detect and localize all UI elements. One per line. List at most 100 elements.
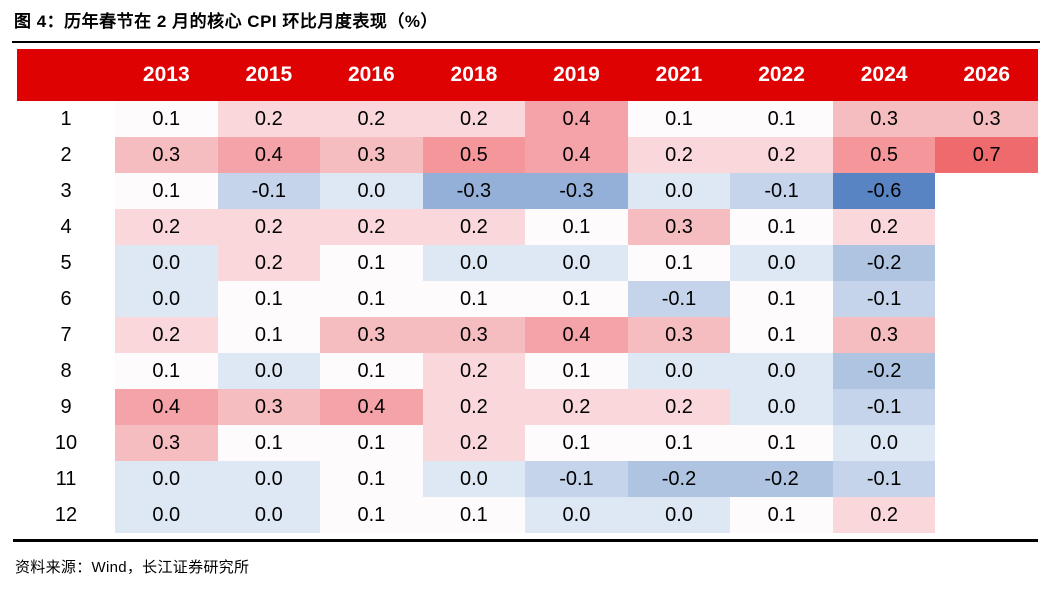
value-cell: 0.2 [627,389,731,425]
year-header: 2026 [935,49,1038,101]
heatmap-table-wrap: 2013 2015 2016 2018 2019 2021 2022 2024 2026 1 0.… [17,49,1038,533]
value-cell: 0.2 [422,425,526,461]
value-cell: 0.0 [525,245,628,281]
value-cell: 0.1 [217,317,321,353]
value-cell [935,173,1038,209]
value-cell: 0.1 [217,281,321,317]
value-cell: 0.2 [320,209,423,245]
month-label: 1 [17,101,115,137]
value-cell: 0.1 [320,245,423,281]
table-row: 7 0.2 0.1 0.3 0.3 0.4 0.3 0.1 0.3 [17,317,1038,353]
table-row: 6 0.0 0.1 0.1 0.1 0.1 -0.1 0.1 -0.1 [17,281,1038,317]
value-cell: 0.2 [832,497,936,533]
value-cell: 0.2 [832,209,936,245]
value-cell: 0.2 [217,209,321,245]
value-cell: -0.1 [832,461,936,497]
value-cell: 0.3 [115,137,218,173]
value-cell: 0.3 [422,317,526,353]
value-cell: 0.0 [217,497,321,533]
value-cell [935,353,1038,389]
value-cell: 0.0 [422,461,526,497]
value-cell: 0.2 [217,101,321,137]
value-cell: -0.2 [627,461,731,497]
value-cell: -0.2 [832,245,936,281]
value-cell: 0.1 [320,281,423,317]
value-cell: 0.4 [525,317,628,353]
value-cell: 0.0 [115,461,218,497]
value-cell: -0.2 [832,353,936,389]
month-label: 7 [17,317,115,353]
value-cell [935,281,1038,317]
value-cell: 0.1 [320,461,423,497]
month-label: 9 [17,389,115,425]
value-cell: 0.1 [115,173,218,209]
value-cell: 0.1 [730,101,833,137]
value-cell: 0.1 [115,101,218,137]
value-cell: 0.2 [217,245,321,281]
value-cell: 0.2 [422,389,526,425]
year-header: 2013 [115,49,218,101]
value-cell: 0.2 [422,101,526,137]
value-cell: 0.4 [525,101,628,137]
year-header: 2015 [217,49,321,101]
value-cell: 0.2 [422,209,526,245]
value-cell: 0.1 [525,425,628,461]
value-cell: 0.0 [627,497,731,533]
table-row: 2 0.3 0.4 0.3 0.5 0.4 0.2 0.2 0.5 0.7 [17,137,1038,173]
table-body: 1 0.1 0.2 0.2 0.2 0.4 0.1 0.1 0.3 0.3 2 0.3 0.4 0.3 0.… [17,101,1038,533]
table-row: 11 0.0 0.0 0.1 0.0 -0.1 -0.2 -0.2 -0.1 [17,461,1038,497]
value-cell: 0.3 [627,209,731,245]
year-header: 2018 [422,49,526,101]
value-cell: -0.1 [730,173,833,209]
value-cell: 0.1 [525,281,628,317]
value-cell: 0.0 [217,461,321,497]
value-cell: 0.1 [320,425,423,461]
table-row: 1 0.1 0.2 0.2 0.2 0.4 0.1 0.1 0.3 0.3 [17,101,1038,137]
value-cell: 0.7 [935,137,1038,173]
value-cell: -0.1 [832,281,936,317]
value-cell: 0.0 [730,389,833,425]
table-row: 9 0.4 0.3 0.4 0.2 0.2 0.2 0.0 -0.1 [17,389,1038,425]
value-cell: 0.0 [217,353,321,389]
value-cell: 0.2 [525,389,628,425]
value-cell: -0.1 [832,389,936,425]
value-cell [935,317,1038,353]
cpi-heatmap-table: 2013 2015 2016 2018 2019 2021 2022 2024 2026 1 0.… [17,49,1038,533]
value-cell: 0.4 [525,137,628,173]
year-header: 2024 [832,49,936,101]
month-label: 12 [17,497,115,533]
value-cell: -0.3 [422,173,526,209]
value-cell: 0.2 [115,209,218,245]
year-header: 2022 [730,49,833,101]
value-cell: 0.2 [320,101,423,137]
value-cell: -0.1 [525,461,628,497]
month-label: 11 [17,461,115,497]
month-label: 2 [17,137,115,173]
value-cell: 0.1 [730,317,833,353]
value-cell: 0.1 [627,245,731,281]
value-cell: 0.1 [115,353,218,389]
value-cell: 0.4 [320,389,423,425]
value-cell: 0.3 [115,425,218,461]
value-cell: -0.1 [627,281,731,317]
value-cell: 0.2 [730,137,833,173]
value-cell: -0.6 [832,173,936,209]
value-cell: 0.4 [115,389,218,425]
value-cell: 0.1 [320,353,423,389]
table-row: 8 0.1 0.0 0.1 0.2 0.1 0.0 0.0 -0.2 [17,353,1038,389]
value-cell: 0.1 [730,281,833,317]
footer-divider [13,539,1038,542]
figure-title: 图 4：历年春节在 2 月的核心 CPI 环比月度表现（%） [12,8,1040,43]
value-cell: 0.3 [320,317,423,353]
table-header: 2013 2015 2016 2018 2019 2021 2022 2024 2026 [17,49,1038,101]
value-cell: -0.1 [217,173,321,209]
value-cell: 0.0 [422,245,526,281]
table-row: 10 0.3 0.1 0.1 0.2 0.1 0.1 0.1 0.0 [17,425,1038,461]
value-cell [935,389,1038,425]
value-cell: 0.0 [320,173,423,209]
value-cell: 0.3 [217,389,321,425]
value-cell: 0.0 [115,281,218,317]
table-row: 3 0.1 -0.1 0.0 -0.3 -0.3 0.0 -0.1 -0.6 [17,173,1038,209]
value-cell: 0.1 [730,425,833,461]
year-header: 2019 [525,49,628,101]
